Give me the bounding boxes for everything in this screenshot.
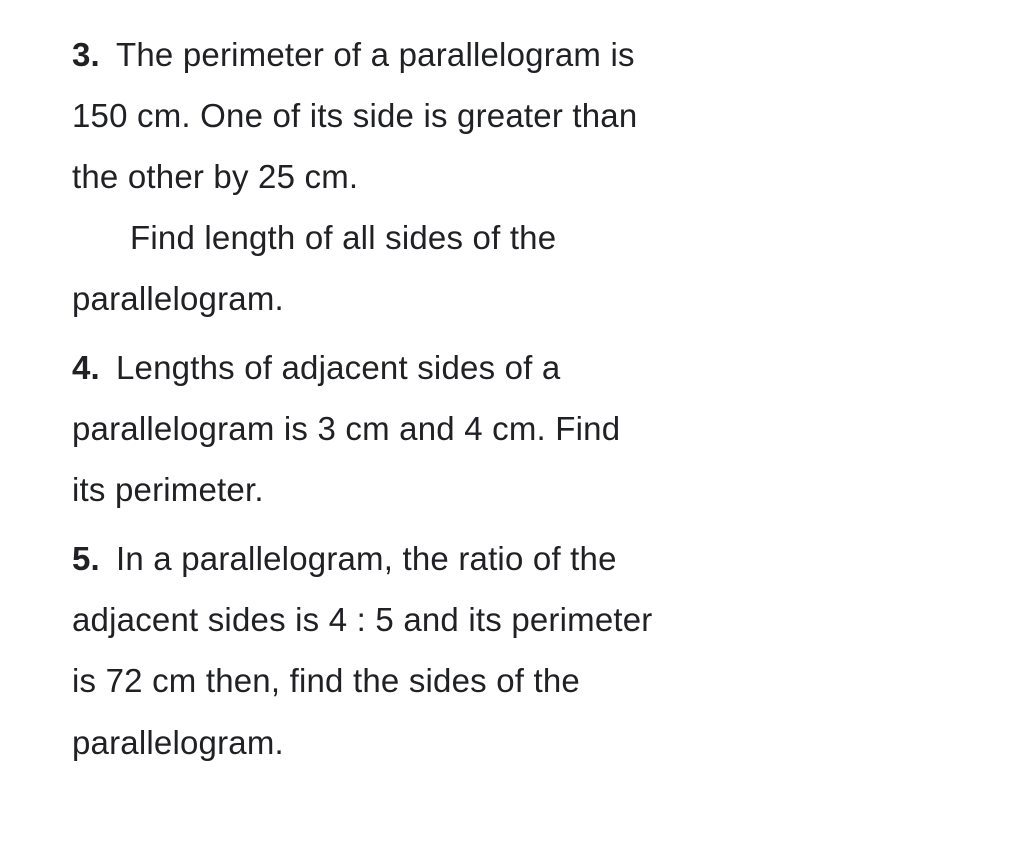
problem-3-line-2: 150 cm. One of its side is greater than: [72, 85, 952, 146]
problem-4-line-1: 4.Lengths of adjacent sides of a: [72, 337, 952, 398]
problem-text: In a parallelogram, the ratio of the: [116, 540, 617, 577]
problem-3-line-5: parallelogram.: [72, 268, 952, 329]
problem-number: 5.: [72, 528, 116, 589]
problem-text: The perimeter of a parallelogram is: [116, 36, 635, 73]
problem-4-line-3: its perimeter.: [72, 459, 952, 520]
problem-3: 3.The perimeter of a parallelogram is 15…: [72, 24, 952, 329]
problem-text: Lengths of adjacent sides of a: [116, 349, 560, 386]
problem-3-line-1: 3.The perimeter of a parallelogram is: [72, 24, 952, 85]
problem-3-line-4: Find length of all sides of the: [72, 207, 952, 268]
problem-5: 5.In a parallelogram, the ratio of the a…: [72, 528, 952, 772]
problem-5-line-2: adjacent sides is 4 : 5 and its perimete…: [72, 589, 952, 650]
problem-4: 4.Lengths of adjacent sides of a paralle…: [72, 337, 952, 520]
problem-number: 4.: [72, 337, 116, 398]
problem-5-line-4: parallelogram.: [72, 712, 952, 773]
problem-5-line-1: 5.In a parallelogram, the ratio of the: [72, 528, 952, 589]
problem-4-line-2: parallelogram is 3 cm and 4 cm. Find: [72, 398, 952, 459]
problem-3-line-3: the other by 25 cm.: [72, 146, 952, 207]
problem-number: 3.: [72, 24, 116, 85]
problem-5-line-3: is 72 cm then, find the sides of the: [72, 650, 952, 711]
